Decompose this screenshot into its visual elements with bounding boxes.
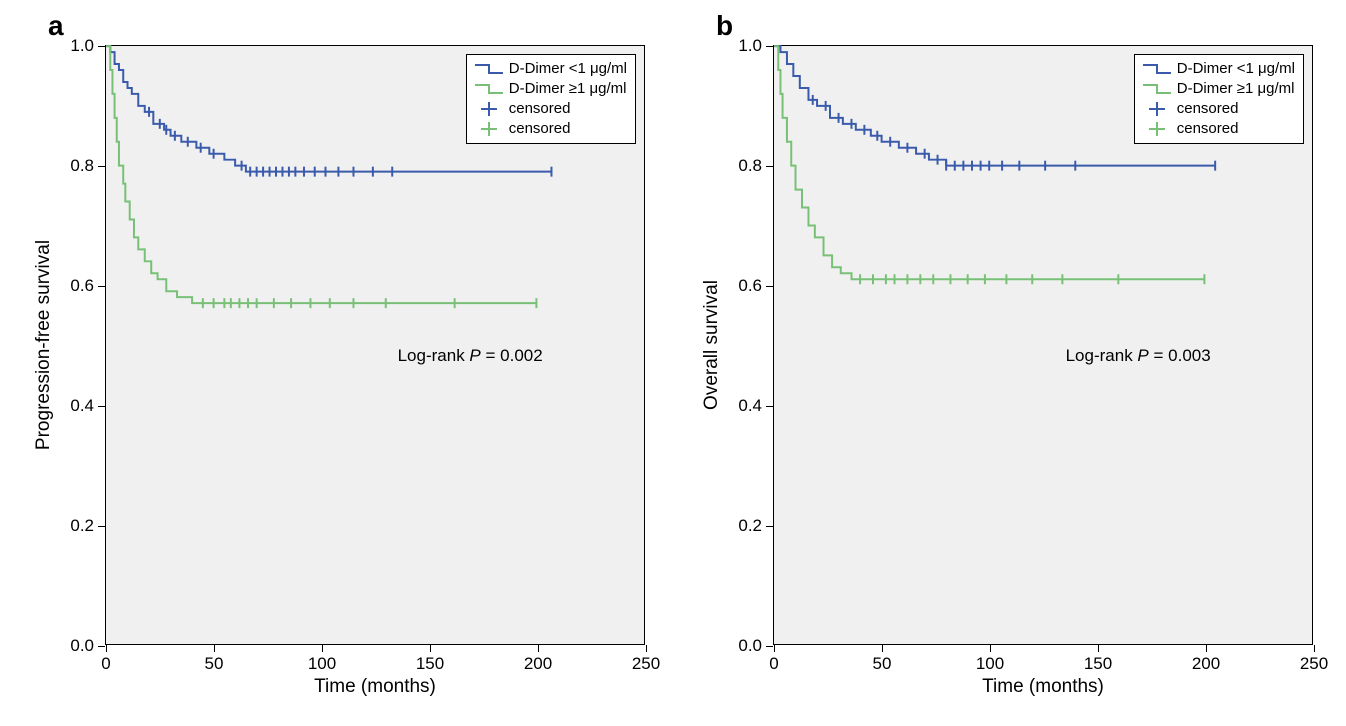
x-tick — [214, 645, 215, 652]
x-tick — [1098, 645, 1099, 652]
y-tick — [98, 286, 105, 287]
y-tick-label: 0.6 — [70, 276, 94, 296]
y-tick — [766, 166, 773, 167]
y-tick-label: 1.0 — [738, 36, 762, 56]
panel-a-plot-area: Progression-free survival Time (months) … — [105, 45, 645, 645]
x-tick-label: 100 — [308, 654, 336, 674]
legend-censored-icon — [1143, 119, 1171, 139]
panel-b-y-axis-title: Overall survival — [701, 280, 723, 410]
y-tick-label: 0.4 — [738, 396, 762, 416]
y-tick — [766, 526, 773, 527]
logrank-prefix: Log-rank — [1066, 346, 1138, 365]
x-tick-label: 200 — [1192, 654, 1220, 674]
y-tick — [98, 46, 105, 47]
x-tick-label: 0 — [769, 654, 778, 674]
panel-b: b Overall survival Time (months) D-Dimer… — [678, 10, 1336, 710]
x-tick-label: 150 — [1084, 654, 1112, 674]
y-tick-label: 0.2 — [738, 516, 762, 536]
x-tick — [774, 645, 775, 652]
x-tick-label: 200 — [524, 654, 552, 674]
y-tick — [766, 646, 773, 647]
legend-label: censored — [509, 99, 571, 119]
x-tick — [106, 645, 107, 652]
legend-label: D-Dimer <1 μg/ml — [509, 59, 627, 79]
legend-label: censored — [1177, 99, 1239, 119]
x-tick-label: 50 — [205, 654, 224, 674]
logrank-p-symbol: P — [469, 346, 480, 365]
legend-label: censored — [509, 119, 571, 139]
y-tick-label: 0.0 — [70, 636, 94, 656]
legend-censored-icon — [475, 119, 503, 139]
panel-a-legend: D-Dimer <1 μg/mlD-Dimer ≥1 μg/mlcensored… — [466, 54, 636, 144]
legend-item: censored — [475, 119, 627, 139]
x-tick — [538, 645, 539, 652]
legend-item: D-Dimer ≥1 μg/ml — [1143, 79, 1295, 99]
y-tick-label: 0.4 — [70, 396, 94, 416]
y-tick-label: 0.2 — [70, 516, 94, 536]
panel-a-logrank: Log-rank P = 0.002 — [398, 346, 543, 366]
x-tick — [1206, 645, 1207, 652]
x-tick-label: 100 — [976, 654, 1004, 674]
legend-item: D-Dimer <1 μg/ml — [475, 59, 627, 79]
y-tick — [766, 406, 773, 407]
legend-step-icon — [1143, 79, 1171, 99]
y-tick — [766, 286, 773, 287]
legend-item: censored — [475, 99, 627, 119]
y-tick-label: 0.8 — [738, 156, 762, 176]
legend-censored-icon — [475, 99, 503, 119]
panel-a-label: a — [48, 10, 64, 42]
y-tick-label: 0.0 — [738, 636, 762, 656]
panel-b-plot-area: Overall survival Time (months) D-Dimer <… — [773, 45, 1313, 645]
x-tick — [882, 645, 883, 652]
y-tick — [766, 46, 773, 47]
legend-item: D-Dimer <1 μg/ml — [1143, 59, 1295, 79]
logrank-p-symbol: P — [1137, 346, 1148, 365]
panel-b-logrank: Log-rank P = 0.003 — [1066, 346, 1211, 366]
x-tick-label: 0 — [101, 654, 110, 674]
logrank-prefix: Log-rank — [398, 346, 470, 365]
x-tick-label: 250 — [1300, 654, 1328, 674]
x-tick — [646, 645, 647, 652]
legend-item: censored — [1143, 119, 1295, 139]
legend-step-icon — [475, 59, 503, 79]
x-tick — [990, 645, 991, 652]
panel-a-y-axis-title: Progression-free survival — [33, 240, 55, 450]
y-tick-label: 1.0 — [70, 36, 94, 56]
panel-b-label: b — [716, 10, 733, 42]
legend-censored-icon — [1143, 99, 1171, 119]
panel-a: a Progression-free survival Time (months… — [10, 10, 668, 710]
legend-label: D-Dimer <1 μg/ml — [1177, 59, 1295, 79]
logrank-p-value: = 0.002 — [481, 346, 543, 365]
legend-step-icon — [1143, 59, 1171, 79]
y-tick — [98, 646, 105, 647]
y-tick — [98, 526, 105, 527]
legend-label: D-Dimer ≥1 μg/ml — [1177, 79, 1295, 99]
x-tick — [1314, 645, 1315, 652]
y-tick-label: 0.6 — [738, 276, 762, 296]
logrank-p-value: = 0.003 — [1149, 346, 1211, 365]
x-tick — [322, 645, 323, 652]
y-tick-label: 0.8 — [70, 156, 94, 176]
legend-item: censored — [1143, 99, 1295, 119]
legend-step-icon — [475, 79, 503, 99]
legend-label: D-Dimer ≥1 μg/ml — [509, 79, 627, 99]
legend-item: D-Dimer ≥1 μg/ml — [475, 79, 627, 99]
x-tick-label: 250 — [632, 654, 660, 674]
y-tick — [98, 166, 105, 167]
figure: a Progression-free survival Time (months… — [0, 0, 1346, 726]
y-tick — [98, 406, 105, 407]
legend-label: censored — [1177, 119, 1239, 139]
panel-b-legend: D-Dimer <1 μg/mlD-Dimer ≥1 μg/mlcensored… — [1134, 54, 1304, 144]
x-tick-label: 50 — [873, 654, 892, 674]
x-tick-label: 150 — [416, 654, 444, 674]
x-tick — [430, 645, 431, 652]
panel-b-x-axis-title: Time (months) — [982, 676, 1104, 698]
panel-a-x-axis-title: Time (months) — [314, 676, 436, 698]
